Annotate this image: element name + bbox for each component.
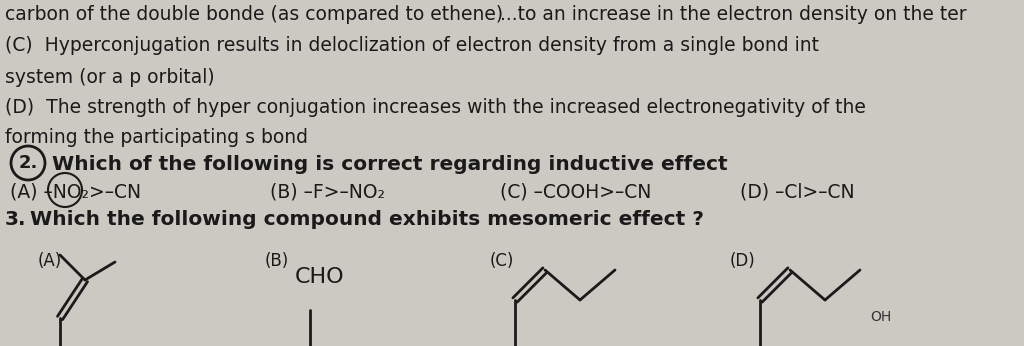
Text: (A) –NO₂>–CN: (A) –NO₂>–CN	[10, 183, 141, 202]
Text: 2.: 2.	[18, 154, 38, 172]
Text: (D): (D)	[730, 252, 756, 270]
Text: system (or a p orbital): system (or a p orbital)	[5, 68, 215, 87]
Text: (C): (C)	[490, 252, 514, 270]
Text: forming the participating s bond: forming the participating s bond	[5, 128, 308, 147]
Text: (C) –COOH>–CN: (C) –COOH>–CN	[500, 183, 651, 202]
Text: 3.: 3.	[5, 210, 27, 229]
Text: (C)  Hyperconjugation results in deloclization of electron density from a single: (C) Hyperconjugation results in delocliz…	[5, 36, 819, 55]
Text: (D) –Cl>–CN: (D) –Cl>–CN	[740, 183, 855, 202]
Text: Which the following compound exhibits mesomeric effect ?: Which the following compound exhibits me…	[30, 210, 703, 229]
Text: (D)  The strength of hyper conjugation increases with the increased electronegat: (D) The strength of hyper conjugation in…	[5, 98, 866, 117]
Text: (B): (B)	[265, 252, 289, 270]
Text: (B) –F>–NO₂: (B) –F>–NO₂	[270, 183, 385, 202]
Text: (A): (A)	[38, 252, 62, 270]
Text: Which of the following is correct regarding inductive effect: Which of the following is correct regard…	[52, 155, 728, 174]
Text: ...to an increase in the electron density on the ter: ...to an increase in the electron densit…	[500, 5, 967, 24]
Text: CHO: CHO	[295, 267, 345, 287]
Text: carbon of the double bonde (as compared to ethene): carbon of the double bonde (as compared …	[5, 5, 503, 24]
Text: OH: OH	[870, 310, 891, 324]
